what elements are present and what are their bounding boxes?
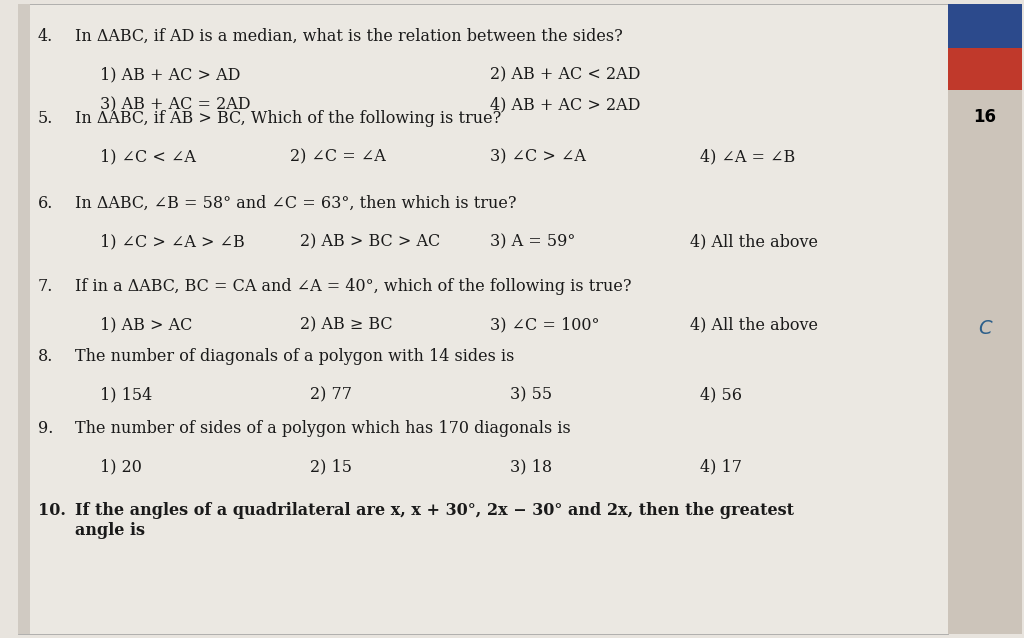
Text: 1) 20: 1) 20 [100, 458, 142, 475]
Bar [948, 4, 1022, 634]
Text: 3) 55: 3) 55 [510, 386, 552, 403]
Text: 16: 16 [974, 108, 996, 126]
Text: 2) AB > BC > AC: 2) AB > BC > AC [300, 233, 440, 250]
Text: 1) ∠C > ∠A > ∠B: 1) ∠C > ∠A > ∠B [100, 233, 245, 250]
Text: 1) AB + AC > AD: 1) AB + AC > AD [100, 66, 241, 83]
Text: If in a ΔABC, BC = CA and ∠A = 40°, which of the following is true?: If in a ΔABC, BC = CA and ∠A = 40°, whic… [75, 278, 632, 295]
Text: C: C [978, 318, 992, 338]
Bar [948, 4, 1022, 48]
Text: The number of sides of a polygon which has 170 diagonals is: The number of sides of a polygon which h… [75, 420, 570, 437]
Text: 1) 154: 1) 154 [100, 386, 153, 403]
Text: 4) All the above: 4) All the above [690, 233, 818, 250]
Text: 3) ∠C = 100°: 3) ∠C = 100° [490, 316, 599, 333]
Text: 4) All the above: 4) All the above [690, 316, 818, 333]
Text: In ΔABC, if AD is a median, what is the relation between the sides?: In ΔABC, if AD is a median, what is the … [75, 28, 623, 45]
Text: 3) A = 59°: 3) A = 59° [490, 233, 575, 250]
Bar [948, 48, 1022, 90]
Text: The number of diagonals of a polygon with 14 sides is: The number of diagonals of a polygon wit… [75, 348, 514, 365]
Text: In ΔABC, ∠B = 58° and ∠C = 63°, then which is true?: In ΔABC, ∠B = 58° and ∠C = 63°, then whi… [75, 195, 516, 212]
Text: 5.: 5. [38, 110, 53, 127]
Text: 6.: 6. [38, 195, 53, 212]
Bar [18, 4, 30, 634]
Text: 2) 15: 2) 15 [310, 458, 352, 475]
Text: 10.: 10. [38, 502, 66, 519]
Text: If the angles of a quadrilateral are x, x + 30°, 2x − 30° and 2x, then the great: If the angles of a quadrilateral are x, … [75, 502, 794, 538]
Text: 1) AB > AC: 1) AB > AC [100, 316, 193, 333]
Text: 4) ∠A = ∠B: 4) ∠A = ∠B [700, 148, 796, 165]
Text: 4.: 4. [38, 28, 53, 45]
Text: 3) AB + AC = 2AD: 3) AB + AC = 2AD [100, 96, 251, 113]
Text: 9.: 9. [38, 420, 53, 437]
Text: 7.: 7. [38, 278, 53, 295]
Text: 4) AB + AC > 2AD: 4) AB + AC > 2AD [490, 96, 640, 113]
Text: In ΔABC, if AB > BC, Which of the following is true?: In ΔABC, if AB > BC, Which of the follow… [75, 110, 502, 127]
Text: 4) 17: 4) 17 [700, 458, 742, 475]
Text: 1) ∠C < ∠A: 1) ∠C < ∠A [100, 148, 196, 165]
Text: 2) AB + AC < 2AD: 2) AB + AC < 2AD [490, 66, 640, 83]
Text: 2) 77: 2) 77 [310, 386, 352, 403]
Text: 3) 18: 3) 18 [510, 458, 552, 475]
Text: 3) ∠C > ∠A: 3) ∠C > ∠A [490, 148, 586, 165]
Text: 2) ∠C = ∠A: 2) ∠C = ∠A [290, 148, 386, 165]
Text: 2) AB ≥ BC: 2) AB ≥ BC [300, 316, 392, 333]
Text: 8.: 8. [38, 348, 53, 365]
Text: 4) 56: 4) 56 [700, 386, 742, 403]
